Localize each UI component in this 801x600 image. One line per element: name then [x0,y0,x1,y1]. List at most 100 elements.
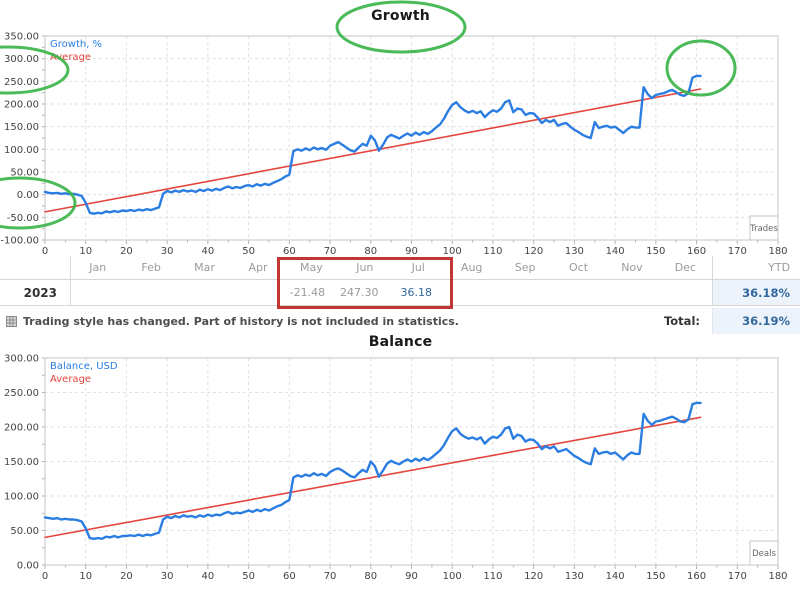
axis-name-box [749,540,779,566]
balance-chart-title: Balance [368,334,433,350]
x-tick-label: 0 [42,246,48,256]
month-header-feb: Feb [141,261,161,274]
data-series-line [43,401,702,541]
x-tick-label: 110 [483,246,502,256]
x-tick-label: 60 [283,571,296,582]
plot-border [44,357,779,566]
y-tick-label: 350.00 [4,32,39,43]
x-tick-label: 80 [364,246,377,256]
y-tick-label: 0.00 [17,561,39,572]
year-label: 2023 [23,285,57,300]
total-value: 36.19% [712,308,800,334]
y-tick-label: 50.00 [10,168,39,179]
month-header-jan: Jan [70,256,124,279]
month-header-may: May [300,261,323,274]
x-tick-label: 20 [120,571,133,582]
x-tick-label: 160 [687,571,706,582]
month-header-row: Jan Feb Mar Apr May Jun Jul Aug Sep Oct Nov Dec YTD [0,256,800,279]
month-value-jun: 247.30 [340,286,379,299]
x-tick-label: 150 [646,246,665,256]
x-tick-label: 70 [324,246,337,256]
month-header-jul: Jul [411,261,425,274]
average-line [44,416,702,539]
axis-name-label: Trades [749,224,778,234]
ytd-header: YTD [712,256,800,279]
x-tick-label: 0 [42,571,48,582]
x-tick-label: 70 [324,571,337,582]
note-text: Trading style has changed. Part of histo… [23,314,459,328]
x-tick-label: 120 [524,571,543,582]
axis-name-box [749,215,779,241]
balance-chart: 300.00 250.00 200.00 150.00 100.00 50.00 0.000… [4,354,788,583]
total-label: Total: [663,314,700,328]
growth-chart: 350.00300.00250.00200.00150.00100.0050.0… [0,32,787,257]
y-tick-label: -100.00 [0,236,39,247]
data-series-line [43,74,702,215]
average-line [44,88,702,213]
month-header-mar: Mar [194,261,215,274]
month-header-sep: Sep [514,261,536,274]
x-tick-label: 150 [646,571,665,582]
month-value-jul: 36.18 [400,286,432,299]
x-tick-label: 100 [443,246,462,256]
x-tick-label: 140 [606,571,625,582]
x-tick-label: 20 [120,246,133,256]
y-tick-label: 100.00 [4,145,39,156]
x-tick-label: 110 [483,571,502,582]
x-tick-label: 10 [79,246,92,256]
month-header-dec: Dec [674,261,696,274]
x-tick-label: 170 [728,571,747,582]
ytd-value: 36.18% [712,280,801,305]
x-tick-label: 90 [405,571,418,582]
month-header-aug: Aug [460,261,483,274]
x-tick-label: 40 [202,246,215,256]
month-header-oct: Oct [568,261,589,274]
month-header-jun: Jun [356,261,374,274]
year-2023-row: 2023 -21.48 247.30 36.18 36.18% [0,279,801,306]
x-tick-label: 40 [202,571,215,582]
month-header-nov: Nov [621,261,643,274]
y-tick-label: 50.00 [10,526,39,537]
y-tick-label: -50.00 [7,213,39,224]
y-tick-label: 200.00 [4,100,39,111]
x-tick-label: 180 [768,246,787,256]
x-tick-label: 30 [161,246,174,256]
y-tick-label: 250.00 [4,388,39,399]
x-tick-label: 30 [161,571,174,582]
legend-entry: Balance, USD [50,361,118,372]
monthly-returns-table: Jan Feb Mar Apr May Jun Jul Aug Sep Oct Nov Dec YTD … [0,256,801,334]
x-tick-label: 130 [565,246,584,256]
y-tick-label: 0.00 [17,190,39,201]
axis-name-label: Deals [752,549,776,559]
legend-entry: Average [50,374,91,385]
x-tick-label: 130 [565,571,584,582]
y-tick-label: 150.00 [4,457,39,468]
y-tick-label: 200.00 [4,423,39,434]
x-tick-label: 120 [524,246,543,256]
trading-style-note: Trading style has changed. Part of histo… [0,315,459,328]
y-tick-label: 300.00 [4,54,39,65]
y-tick-label: 250.00 [4,77,39,88]
y-tick-label: 100.00 [4,492,39,503]
y-tick-label: 300.00 [4,354,39,365]
x-tick-label: 60 [283,246,296,256]
x-tick-label: 160 [687,246,706,256]
x-tick-label: 90 [405,246,418,256]
x-tick-label: 50 [242,246,255,256]
month-header-apr: Apr [248,261,268,274]
table-footer-row: Trading style has changed. Part of histo… [0,306,800,334]
x-tick-label: 100 [443,571,462,582]
month-value-jan [70,280,124,305]
history-note-icon [6,315,17,327]
x-tick-label: 80 [364,571,377,582]
x-tick-label: 140 [606,246,625,256]
x-tick-label: 10 [79,571,92,582]
highlight-rectangle [277,257,453,309]
month-value-may: -21.48 [289,286,326,299]
x-tick-label: 180 [768,571,787,582]
y-tick-label: 150.00 [4,122,39,133]
legend-entry: Growth, % [50,39,102,50]
legend-entry: Average [50,52,91,63]
x-tick-label: 170 [728,246,747,256]
